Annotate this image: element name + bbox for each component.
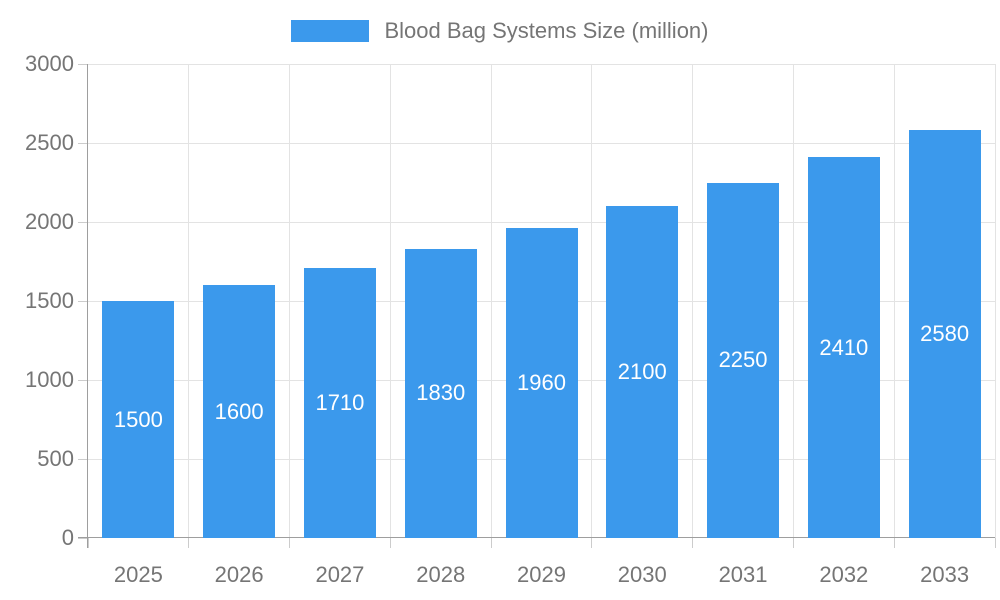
bar-value-label: 2410	[819, 334, 869, 360]
x-axis-tick	[893, 538, 895, 548]
bar-value-label: 1710	[315, 389, 365, 415]
h-gridline	[88, 221, 995, 223]
y-axis-tick-label: 2500	[25, 130, 74, 155]
y-axis-tick	[78, 379, 88, 381]
y-axis-tick	[78, 221, 88, 223]
h-gridline	[88, 63, 995, 65]
bar-value-label: 1960	[517, 370, 566, 396]
y-axis-tick	[78, 458, 88, 460]
bar[interactable]	[505, 228, 578, 538]
v-gridline	[591, 64, 593, 538]
bar-value-label: 1600	[214, 398, 264, 424]
x-axis-tick	[289, 538, 291, 548]
y-axis-tick	[78, 537, 88, 539]
y-axis-tick-label: 3000	[25, 51, 74, 76]
x-axis-tick-label: 2026	[214, 562, 264, 587]
v-gridline	[893, 64, 895, 538]
v-gridline	[792, 64, 794, 538]
x-axis-tick-label: 2032	[819, 562, 869, 587]
bar-value-label: 2580	[920, 321, 970, 347]
bar-value-label: 2100	[617, 359, 667, 385]
x-axis-tick-label: 2028	[416, 562, 466, 587]
y-axis-tick-label: 1000	[25, 367, 74, 392]
bar[interactable]	[707, 182, 780, 538]
y-axis-tick-label: 500	[37, 446, 74, 471]
x-axis-tick-label: 2033	[920, 562, 970, 587]
v-gridline	[289, 64, 291, 538]
bar[interactable]	[807, 157, 880, 538]
x-axis-tick	[994, 538, 996, 548]
bar-value-label: 2250	[718, 347, 768, 373]
x-axis-tick-label: 2025	[113, 562, 163, 587]
v-gridline	[994, 64, 996, 538]
y-axis-tick	[78, 142, 88, 144]
v-gridline	[389, 64, 391, 538]
legend[interactable]: Blood Bag Systems Size (million)	[0, 20, 1000, 42]
bar-value-label: 1830	[416, 380, 466, 406]
x-axis-tick-label: 2031	[718, 562, 768, 587]
y-axis-tick-label: 0	[61, 525, 74, 550]
y-axis-tick	[78, 300, 88, 302]
x-axis-tick-label: 2027	[315, 562, 365, 587]
legend-swatch	[291, 20, 370, 42]
y-axis-tick	[78, 63, 88, 65]
legend-label: Blood Bag Systems Size (million)	[384, 18, 709, 43]
x-axis-tick	[591, 538, 593, 548]
bar[interactable]	[203, 285, 276, 538]
bar[interactable]	[404, 248, 477, 538]
x-axis-tick	[692, 538, 694, 548]
x-axis-tick	[490, 538, 492, 548]
x-axis-tick	[389, 538, 391, 548]
v-gridline	[692, 64, 694, 538]
x-axis-tick-label: 2030	[617, 562, 667, 587]
v-gridline	[188, 64, 190, 538]
bar[interactable]	[303, 267, 376, 538]
x-axis-tick	[188, 538, 190, 548]
y-axis-tick-label: 2000	[25, 209, 74, 234]
v-gridline	[490, 64, 492, 538]
x-axis-tick-label: 2029	[517, 562, 566, 587]
h-gridline	[88, 142, 995, 144]
y-axis-tick-label: 1500	[25, 288, 74, 313]
x-axis-tick	[87, 538, 89, 548]
bar[interactable]	[102, 301, 175, 538]
x-axis-tick	[792, 538, 794, 548]
bar[interactable]	[606, 206, 679, 538]
bar-value-label: 1500	[113, 406, 163, 432]
bar[interactable]	[908, 130, 981, 538]
y-axis-line	[87, 64, 88, 548]
